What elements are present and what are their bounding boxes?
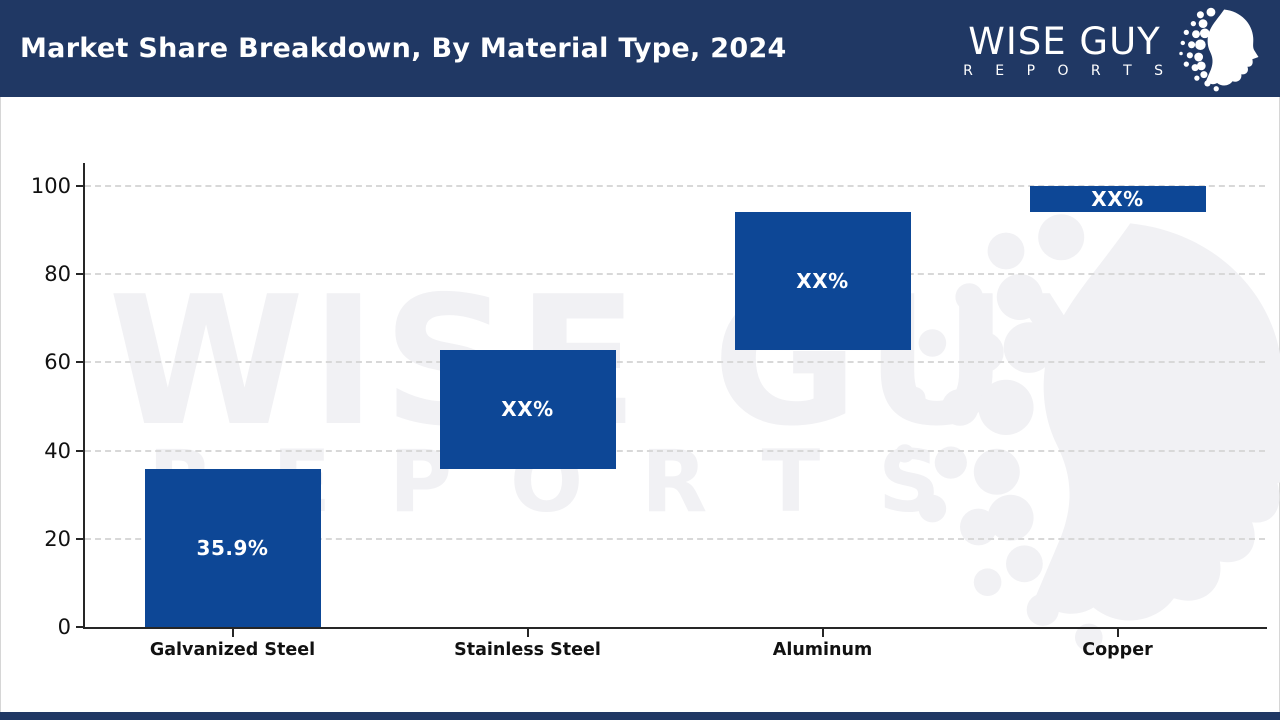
y-tickmark <box>76 184 85 187</box>
y-tick-label: 0 <box>57 615 71 639</box>
y-tick-label: 20 <box>44 526 71 551</box>
bar-galvanized-steel: 35.9% <box>144 468 321 627</box>
y-tick-label: 40 <box>44 438 71 463</box>
y-tickmark <box>76 449 85 452</box>
bar-value-label: 35.9% <box>196 535 269 560</box>
brand-subname: R E P O R T S <box>963 62 1172 79</box>
y-tick-label: 100 <box>30 173 71 198</box>
gridline-40 <box>85 449 1265 452</box>
y-tickmark <box>76 361 85 364</box>
bar-value-label: XX% <box>1091 186 1144 211</box>
bar-value-label: XX% <box>796 268 849 293</box>
x-tickmark <box>1116 629 1119 637</box>
brand-logo-text: WISE GUY R E P O R T S <box>957 23 1172 78</box>
bar-stainless-steel: XX% <box>439 350 616 469</box>
x-axis-spine <box>83 627 1267 629</box>
footer-bar <box>0 712 1280 720</box>
x-tick-label: Aluminum <box>772 640 873 660</box>
y-tick-label: 80 <box>44 262 71 287</box>
page-title: Market Share Breakdown, By Material Type… <box>20 33 787 64</box>
gridline-100 <box>85 184 1265 187</box>
x-tickmark <box>821 629 824 637</box>
y-tickmark <box>76 273 85 276</box>
brand-logo: WISE GUY R E P O R T S <box>957 6 1262 94</box>
x-tickmark <box>526 629 529 637</box>
brand-name: WISE GUY <box>968 19 1161 63</box>
x-tick-label: Copper <box>1082 640 1153 660</box>
y-axis-spine <box>83 163 85 629</box>
gridline-60 <box>85 361 1265 364</box>
dotted-head-logo-icon <box>1179 7 1259 92</box>
bar-aluminum: XX% <box>734 211 911 350</box>
gridline-20 <box>85 537 1265 540</box>
header-bar: Market Share Breakdown, By Material Type… <box>0 0 1280 97</box>
x-tick-label: Stainless Steel <box>454 640 601 660</box>
gridline-80 <box>85 273 1265 276</box>
bar-value-label: XX% <box>501 397 554 422</box>
y-tickmark <box>76 626 85 628</box>
x-tick-label: Galvanized Steel <box>149 640 316 660</box>
x-tickmark <box>231 629 234 637</box>
y-tickmark <box>76 537 85 540</box>
y-tick-label: 60 <box>44 350 71 375</box>
bar-copper: XX% <box>1029 185 1206 212</box>
